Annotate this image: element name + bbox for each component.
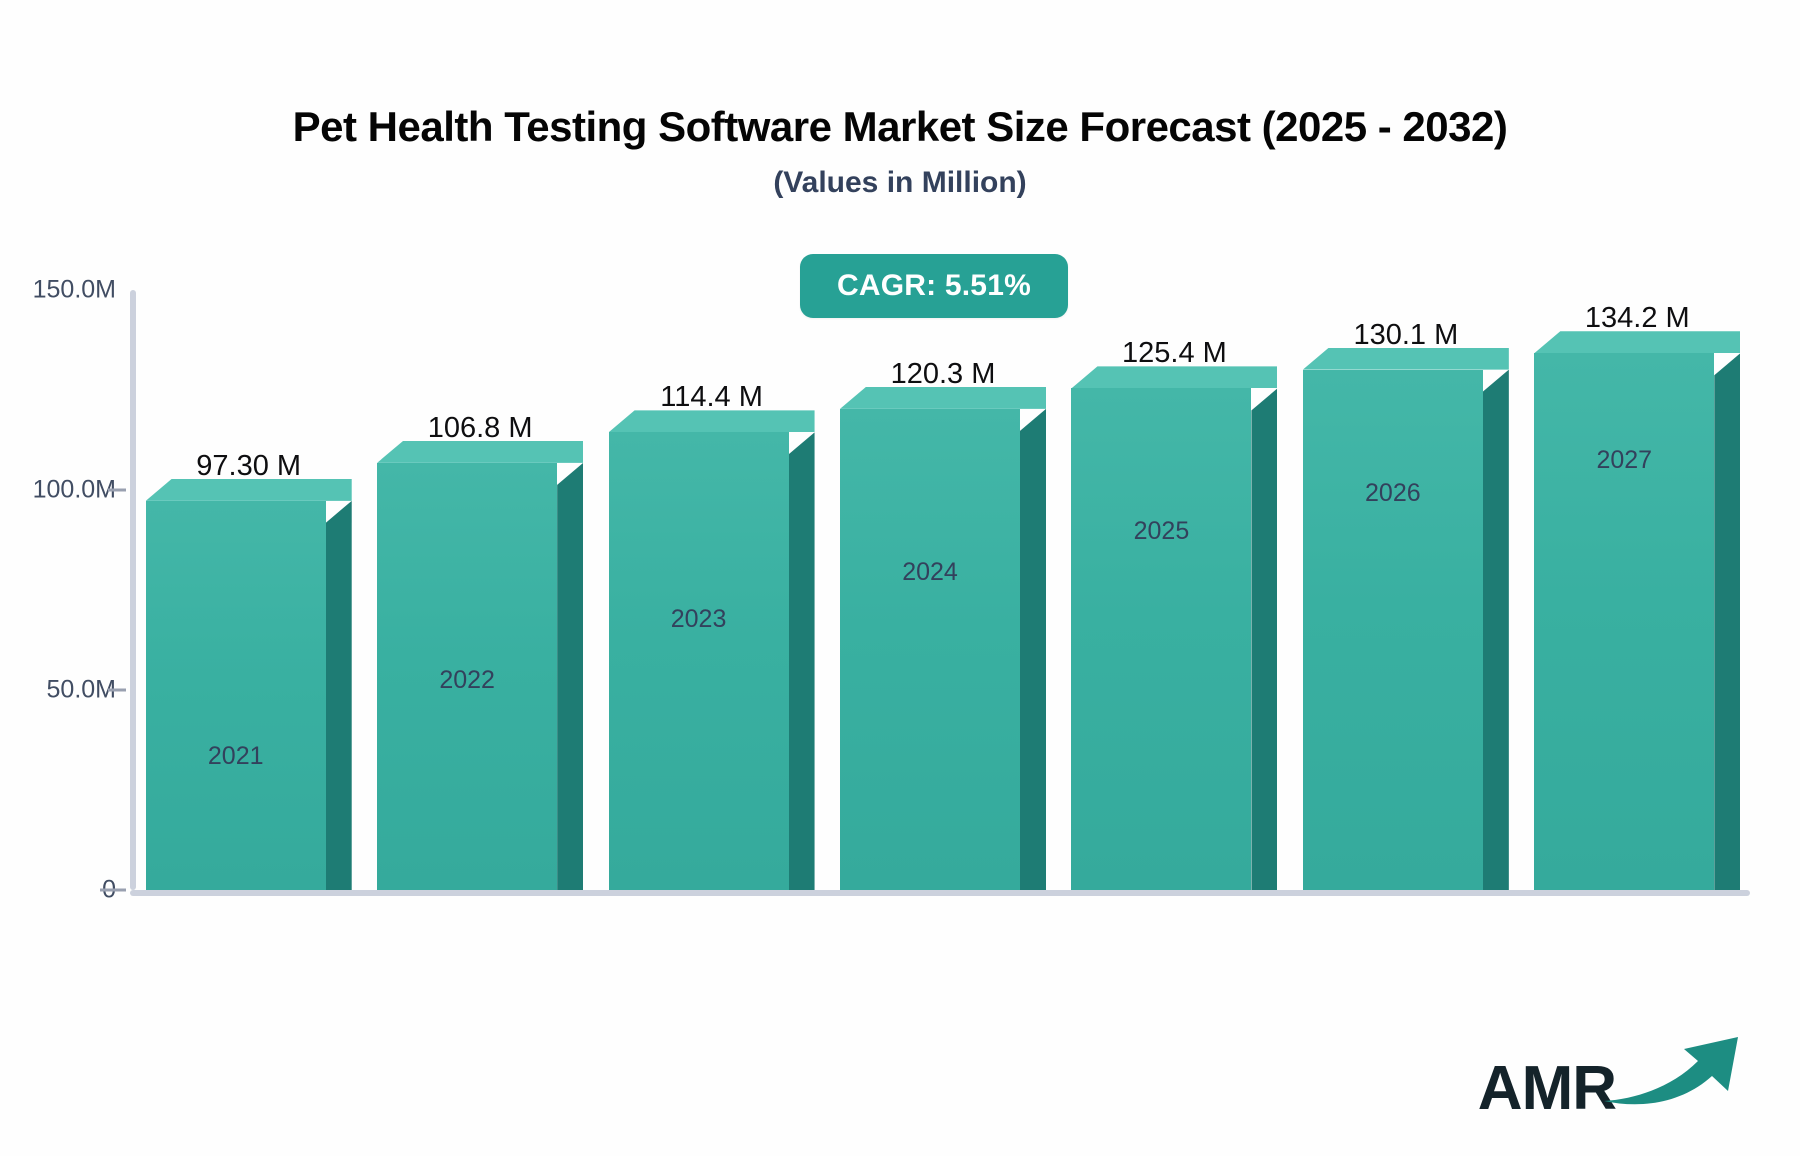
- bar-top-face: [840, 386, 1046, 409]
- chart-header: Pet Health Testing Software Market Size …: [0, 103, 1800, 200]
- amr-logo: AMR: [1478, 1030, 1752, 1120]
- y-axis-tick-mark: [108, 688, 126, 692]
- bar-front-face: [608, 432, 789, 890]
- bar-value-label: 125.4 M: [1122, 337, 1227, 370]
- bar-front-face: [1534, 353, 1715, 890]
- plot-area: 97.30 M 2021 106.8 M 2022 114.4 M 2023 120.3 M…: [33, 276, 1750, 904]
- bar-top-face: [1302, 347, 1509, 370]
- bar-front-face: [840, 408, 1020, 890]
- bar-top-face: [1071, 366, 1278, 389]
- logo-text: AMR: [1477, 1054, 1617, 1123]
- bar-column[interactable]: 130.1 M 2026: [1302, 319, 1509, 890]
- x-axis-tick-label: 2025: [1133, 516, 1190, 545]
- x-axis-tick-label: 2022: [439, 665, 495, 694]
- y-axis-tick-label: 150.0M: [32, 275, 116, 304]
- y-axis-tick-label: 50.0M: [46, 675, 116, 704]
- bar-column[interactable]: 120.3 M 2024: [840, 358, 1046, 890]
- bar-column[interactable]: 134.2 M 2027: [1534, 302, 1741, 890]
- bar-side-face: [788, 432, 815, 890]
- growth-arrow-icon: [1602, 1029, 1752, 1114]
- bar-top-face: [377, 440, 584, 463]
- bar-column[interactable]: 114.4 M 2023: [608, 381, 815, 890]
- bar-value-label: 120.3 M: [890, 357, 996, 390]
- bar-front-face: [377, 462, 558, 890]
- bar-value-label: 114.4 M: [660, 381, 763, 414]
- y-axis-line: [130, 290, 136, 890]
- bar-top-face: [145, 478, 352, 501]
- bar-side-face: [1482, 369, 1509, 890]
- bar-value-label: 106.8 M: [427, 411, 533, 444]
- chart-subtitle: (Values in Million): [773, 166, 1027, 200]
- cagr-badge-label: CAGR: 5.51%: [837, 269, 1031, 302]
- bar-value-label: 130.1 M: [1353, 318, 1459, 351]
- x-axis-tick-label: 2024: [902, 557, 958, 586]
- bar-front-face: [1302, 369, 1483, 890]
- cagr-badge: CAGR: 5.51%: [800, 254, 1068, 318]
- bar-front-face: [1071, 388, 1252, 890]
- bar-column[interactable]: 106.8 M 2022: [377, 412, 584, 890]
- bar-side-face: [557, 462, 584, 890]
- bar-side-face: [1020, 408, 1046, 890]
- bar-value-label: 97.30 M: [196, 449, 302, 482]
- bars-layer: 97.30 M 2021 106.8 M 2022 114.4 M 2023 120.3 M…: [130, 290, 1750, 890]
- y-axis-tick-mark: [108, 488, 126, 492]
- x-axis-tick-label: 2021: [207, 741, 264, 770]
- bar-value-label: 134.2 M: [1584, 302, 1690, 335]
- bar-side-face: [325, 500, 352, 890]
- x-axis-tick-label: 2027: [1596, 446, 1653, 475]
- y-axis-tick-label: 100.0M: [32, 475, 116, 504]
- x-axis-line: [130, 890, 1750, 896]
- bar-top-face: [608, 410, 815, 433]
- x-axis-tick-label: 2023: [670, 604, 727, 633]
- y-axis-tick-mark: [100, 888, 126, 892]
- bar-column[interactable]: 125.4 M 2025: [1071, 337, 1278, 890]
- bar-side-face: [1251, 388, 1278, 890]
- page-title: Pet Health Testing Software Market Size …: [292, 103, 1508, 150]
- bar-front-face: [145, 500, 326, 890]
- x-axis-tick-label: 2026: [1365, 479, 1421, 508]
- bar-top-face: [1534, 331, 1741, 354]
- bar-side-face: [1714, 353, 1741, 890]
- bar-column[interactable]: 97.30 M 2021: [145, 450, 352, 890]
